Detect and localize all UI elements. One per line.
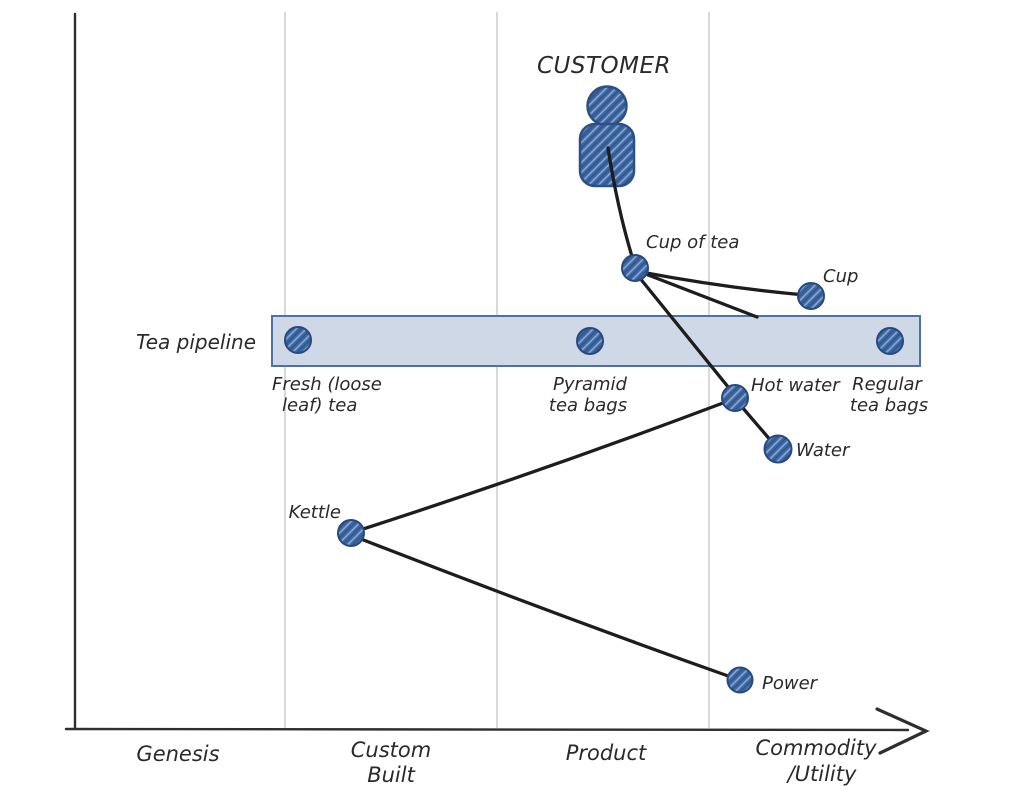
regular-tea-bags-label-line1: Regular [852,374,923,395]
power-label: Power [762,673,819,694]
node-kettle [337,519,365,547]
edge-customer-cup-of-tea [606,146,636,265]
edge-hot-water-water [740,405,774,444]
hot-water-label: Hot water [751,375,841,396]
stage-commodity-utility-label-line1: Commodity [755,736,877,760]
cup-label: Cup [823,266,858,287]
edge-cup-of-tea-cup [639,270,807,297]
customer-icon [578,85,636,188]
stage-product-label: Product [566,741,647,765]
stage-custom-built-label-line1: Custom [351,738,431,762]
tea-pipeline-label: Tea pipeline [136,330,256,354]
node-regular-tea-bags [876,327,904,355]
node-cup-of-tea [621,254,649,282]
water-label: Water [796,440,851,461]
fresh-loose-leaf-tea-label-line1: Fresh (loose [272,374,382,395]
pyramid-tea-bags-label-line2: tea bags [549,395,627,416]
node-cup [797,282,825,310]
fresh-loose-leaf-tea-label-line2: leaf) tea [282,395,357,416]
stage-commodity-utility-label-line2: /Utility [786,762,857,786]
edge-cup-of-tea-tea-pipeline [641,271,759,319]
node-hot-water [721,384,749,412]
customer-head-icon [586,85,628,127]
node-pyramid-tea-bags [576,327,604,355]
node-power [726,666,754,694]
customer-body-icon [578,122,636,188]
edge-kettle-power [359,537,733,679]
customer-label: CUSTOMER [537,53,671,79]
evolution-axis [64,727,910,732]
regular-tea-bags-label-line2: tea bags [850,395,928,416]
node-fresh-loose-leaf-tea [284,326,312,354]
kettle-label: Kettle [289,502,341,523]
stage-genesis-label: Genesis [136,742,219,766]
cup-of-tea-label: Cup of tea [646,232,739,253]
pyramid-tea-bags-label-line1: Pyramid [553,374,627,395]
stage-custom-built-label-line2: Built [367,763,415,787]
evolution-axis-arrowhead-icon [875,707,930,755]
edge-hot-water-kettle [358,401,725,532]
edge-cup-of-tea-hot-water [637,275,735,395]
node-water [763,434,793,464]
